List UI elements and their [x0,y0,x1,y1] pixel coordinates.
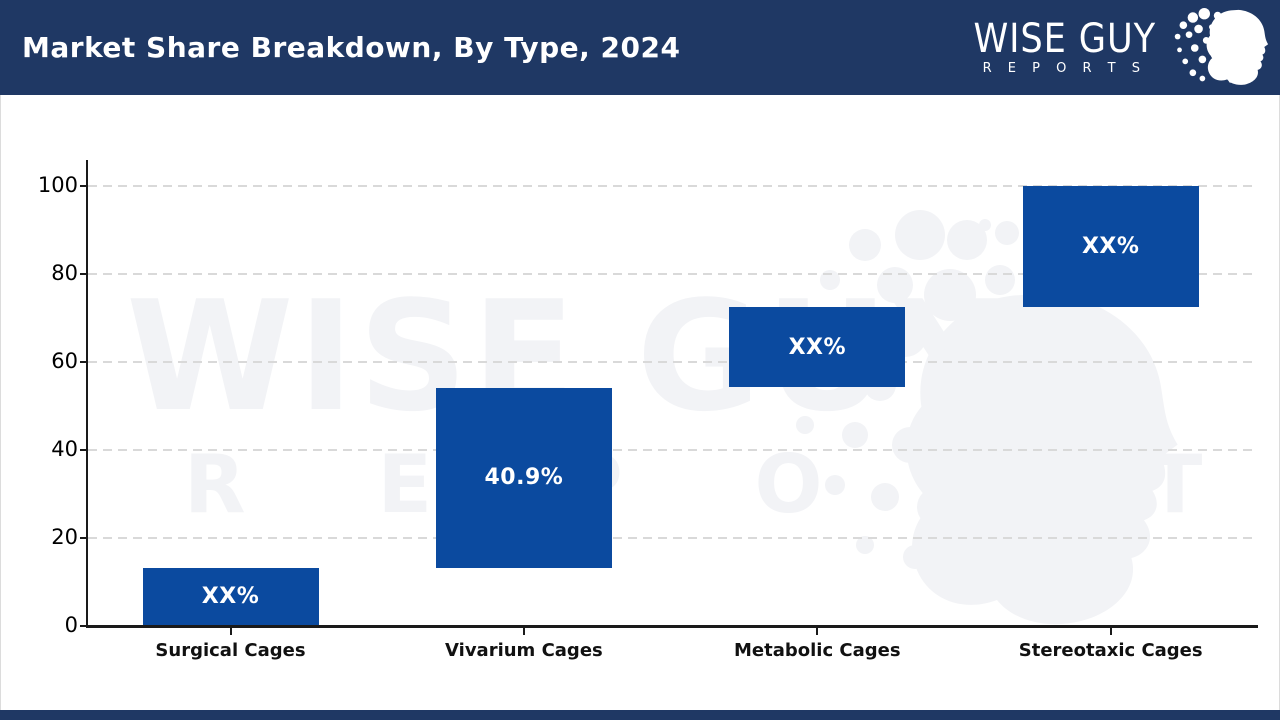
gridline-40 [88,449,1258,451]
gridline-100 [88,185,1258,187]
page-title: Market Share Breakdown, By Type, 2024 [22,31,681,64]
bar-segment: 40.9% [435,387,612,568]
gridline-80 [88,273,1258,275]
y-tick-40 [80,449,87,451]
y-tick-label-20: 20 [51,525,78,549]
brand-subtitle: R E P O R T S [982,61,1146,76]
x-category-label: Stereotaxic Cages [1018,640,1203,661]
y-tick-20 [80,537,87,539]
bar-segment: XX% [142,567,319,626]
bar-value-label: XX% [1081,234,1140,259]
x-category-label: Vivarium Cages [445,640,603,661]
footer-bar [0,710,1280,720]
face-profile-dots-icon [1174,7,1269,85]
y-tick-60 [80,361,87,363]
brand-name: WISE GUY [973,16,1156,62]
bar-value-label: XX% [201,584,260,610]
x-tick [816,628,819,635]
y-tick-80 [80,273,87,275]
y-tick-label-100: 100 [37,173,78,197]
y-tick-label-80: 80 [51,261,78,285]
bar-value-label: XX% [788,334,847,360]
y-tick-100 [80,185,87,187]
bar-segment: XX% [1022,186,1199,307]
x-tick [229,628,232,635]
x-category-label: Metabolic Cages [734,640,901,661]
bar-value-label: 40.9% [484,465,564,491]
x-category-label: Surgical Cages [155,640,306,661]
header-bar: Market Share Breakdown, By Type, 2024 WI… [0,0,1280,95]
y-tick-label-40: 40 [51,437,78,461]
x-tick [1109,628,1112,635]
gridline-20 [88,537,1258,539]
brand-logo-text: WISE GUY R E P O R T S [961,19,1168,76]
bar-segment: XX% [729,307,906,388]
y-tick-0 [80,625,87,627]
brand-logo: WISE GUY R E P O R T S [961,0,1270,95]
y-tick-label-0: 0 [64,613,78,637]
x-axis-spine [86,625,1258,628]
y-axis-spine [86,160,88,627]
gridline-60 [88,361,1258,363]
x-tick [522,628,525,635]
y-tick-label-60: 60 [51,349,78,373]
